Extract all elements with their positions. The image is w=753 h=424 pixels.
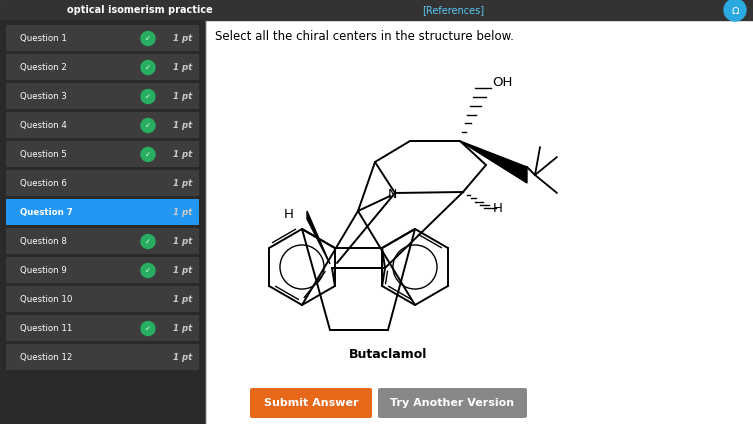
Text: ✓: ✓ bbox=[145, 65, 151, 71]
Text: 1 pt: 1 pt bbox=[172, 295, 192, 304]
Bar bbox=[205, 20, 753, 424]
Text: Submit Answer: Submit Answer bbox=[264, 398, 358, 408]
Text: H: H bbox=[284, 209, 294, 221]
Text: ✓: ✓ bbox=[145, 239, 151, 245]
Text: Question 2: Question 2 bbox=[20, 63, 67, 72]
Text: optical isomerism practice: optical isomerism practice bbox=[67, 5, 213, 15]
Text: Question 5: Question 5 bbox=[20, 150, 67, 159]
Polygon shape bbox=[460, 141, 527, 183]
Text: 1 pt: 1 pt bbox=[172, 353, 192, 362]
Text: [References]: [References] bbox=[422, 5, 484, 15]
Bar bbox=[6, 83, 199, 109]
Bar bbox=[6, 25, 199, 51]
Text: Question 7: Question 7 bbox=[20, 208, 73, 217]
Text: 1 pt: 1 pt bbox=[172, 63, 192, 72]
Text: Question 10: Question 10 bbox=[20, 295, 72, 304]
Text: ✓: ✓ bbox=[145, 268, 151, 274]
Text: 1 pt: 1 pt bbox=[172, 179, 192, 188]
Text: OH: OH bbox=[492, 76, 512, 89]
Circle shape bbox=[724, 0, 746, 21]
Text: Question 4: Question 4 bbox=[20, 121, 67, 130]
Text: H: H bbox=[493, 201, 503, 215]
Bar bbox=[6, 199, 199, 225]
Text: Question 6: Question 6 bbox=[20, 179, 67, 188]
Bar bbox=[6, 112, 199, 138]
Bar bbox=[6, 286, 199, 312]
Circle shape bbox=[141, 321, 155, 335]
Text: ✓: ✓ bbox=[145, 123, 151, 129]
Text: ✓: ✓ bbox=[145, 36, 151, 42]
Text: 1 pt: 1 pt bbox=[172, 208, 192, 217]
Bar bbox=[6, 315, 199, 341]
Text: Select all the chiral centers in the structure below.: Select all the chiral centers in the str… bbox=[215, 30, 514, 42]
Circle shape bbox=[141, 148, 155, 162]
FancyBboxPatch shape bbox=[250, 388, 372, 418]
Circle shape bbox=[141, 61, 155, 75]
Text: 1 pt: 1 pt bbox=[172, 34, 192, 43]
Text: Question 9: Question 9 bbox=[20, 266, 67, 275]
Bar bbox=[6, 228, 199, 254]
Polygon shape bbox=[307, 211, 330, 264]
Text: 1 pt: 1 pt bbox=[172, 150, 192, 159]
Text: 1 pt: 1 pt bbox=[172, 266, 192, 275]
Bar bbox=[6, 170, 199, 196]
Bar bbox=[6, 141, 199, 167]
Bar bbox=[6, 54, 199, 80]
Text: Question 3: Question 3 bbox=[20, 92, 67, 101]
FancyBboxPatch shape bbox=[378, 388, 527, 418]
Bar bbox=[0, 0, 753, 20]
Text: N: N bbox=[387, 187, 397, 201]
Text: Question 12: Question 12 bbox=[20, 353, 72, 362]
Text: Question 11: Question 11 bbox=[20, 324, 72, 333]
Text: ✓: ✓ bbox=[145, 94, 151, 100]
Circle shape bbox=[141, 234, 155, 248]
Circle shape bbox=[141, 263, 155, 277]
Text: ✓: ✓ bbox=[145, 326, 151, 332]
Bar bbox=[6, 257, 199, 283]
Bar bbox=[6, 344, 199, 370]
Bar bbox=[0, 20, 205, 424]
Text: 1 pt: 1 pt bbox=[172, 92, 192, 101]
Text: 1 pt: 1 pt bbox=[172, 121, 192, 130]
Text: Butaclamol: Butaclamol bbox=[349, 349, 427, 362]
Circle shape bbox=[141, 31, 155, 45]
Circle shape bbox=[141, 89, 155, 103]
Text: ✓: ✓ bbox=[145, 152, 151, 158]
Text: Question 1: Question 1 bbox=[20, 34, 67, 43]
Circle shape bbox=[141, 118, 155, 132]
Text: 1 pt: 1 pt bbox=[172, 237, 192, 246]
Text: Try Another Version: Try Another Version bbox=[390, 398, 514, 408]
Text: 1 pt: 1 pt bbox=[172, 324, 192, 333]
Text: Question 8: Question 8 bbox=[20, 237, 67, 246]
Text: Ω: Ω bbox=[731, 6, 739, 16]
